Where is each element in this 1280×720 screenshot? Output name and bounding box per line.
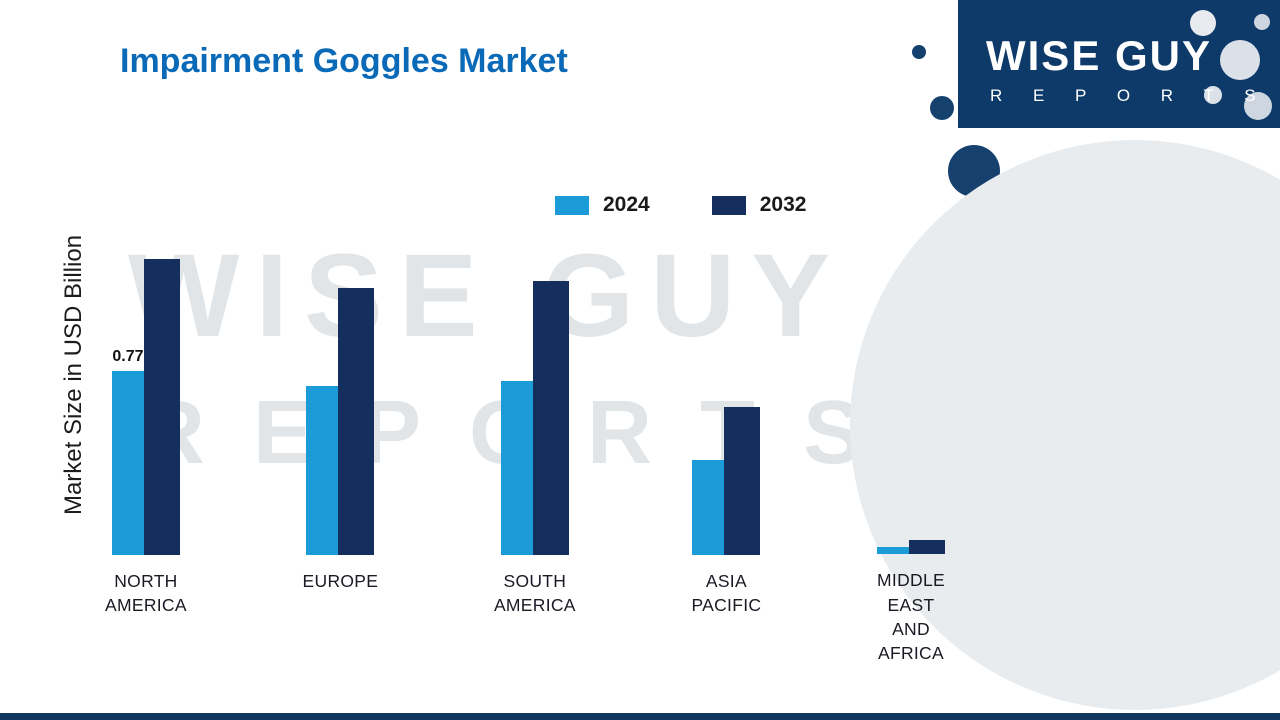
bar-2024 xyxy=(306,386,339,555)
bar-value-label: 0.77 xyxy=(112,348,144,365)
bar-2024 xyxy=(500,381,533,555)
bar-2032 xyxy=(909,540,945,555)
bar-pair xyxy=(877,245,945,555)
bar-wrapper xyxy=(532,281,569,555)
bar-wrapper xyxy=(692,460,725,555)
bar-2024 xyxy=(877,547,909,555)
plot-area: 0.77 NORTH AMERICA EUROPE SOUTH AMERICA ASIA… xyxy=(105,245,945,665)
bar-group: 0.77 NORTH AMERICA xyxy=(105,245,187,665)
bar-2032 xyxy=(338,288,375,555)
bar-pair xyxy=(306,245,375,555)
bar-2024 xyxy=(111,371,144,555)
logo-bubble-decoration xyxy=(1190,10,1216,36)
category-label: ASIA PACIFIC xyxy=(691,571,762,616)
wise-guy-logo: WISE GUY R E P O R T S xyxy=(958,0,1280,128)
logo-bubble-decoration xyxy=(1204,86,1222,104)
bar-wrapper xyxy=(338,288,375,555)
bar-group: MIDDLE EAST AND AFRICA xyxy=(877,245,945,665)
legend-label: 2024 xyxy=(603,193,650,216)
legend-item-2024: 2024 xyxy=(555,193,650,217)
category-label: SOUTH AMERICA xyxy=(493,571,576,616)
bar-wrapper xyxy=(500,381,533,555)
y-axis-label: Market Size in USD Billion xyxy=(60,234,87,516)
page-title: Impairment Goggles Market xyxy=(120,42,568,80)
watermark-wise-guy: WISE GUY xyxy=(128,230,847,362)
chart-legend: 2024 2032 xyxy=(555,193,806,217)
logo-wordmark: WISE GUY xyxy=(986,32,1213,79)
bar-group: ASIA PACIFIC xyxy=(691,245,761,665)
bar-group: SOUTH AMERICA xyxy=(494,245,576,665)
logo-subtitle: R E P O R T S xyxy=(990,86,1269,105)
bar-wrapper: 0.77 xyxy=(111,348,144,555)
bar-wrapper xyxy=(909,540,945,555)
bar-2032 xyxy=(143,259,180,555)
bubble-decoration xyxy=(912,45,926,59)
bar-pair xyxy=(500,245,569,555)
bar-group: EUROPE xyxy=(303,245,379,665)
category-label: MIDDLE EAST AND AFRICA xyxy=(877,570,945,663)
logo-bubble-decoration xyxy=(1254,14,1270,30)
bar-2024 xyxy=(692,460,725,555)
legend-swatch-2032 xyxy=(711,195,746,215)
bar-wrapper xyxy=(877,547,909,555)
bar-2032 xyxy=(724,407,761,555)
bar-pair xyxy=(692,245,761,555)
legend-item-2032: 2032 xyxy=(711,193,807,217)
bottom-strip-decoration xyxy=(0,713,1280,720)
bar-pair: 0.77 xyxy=(111,245,180,555)
logo-bubble-decoration xyxy=(1244,92,1272,120)
bar-2032 xyxy=(532,281,569,555)
legend-swatch-2024 xyxy=(555,195,589,215)
category-label: EUROPE xyxy=(302,571,379,591)
head-circle-decoration xyxy=(850,140,1280,710)
bubble-decoration xyxy=(930,96,954,120)
bar-wrapper xyxy=(143,259,180,555)
category-label: NORTH AMERICA xyxy=(105,571,187,616)
bar-wrapper xyxy=(306,386,339,555)
bar-wrapper xyxy=(724,407,761,555)
logo-bubble-decoration xyxy=(1220,40,1260,80)
legend-label: 2032 xyxy=(759,193,807,216)
